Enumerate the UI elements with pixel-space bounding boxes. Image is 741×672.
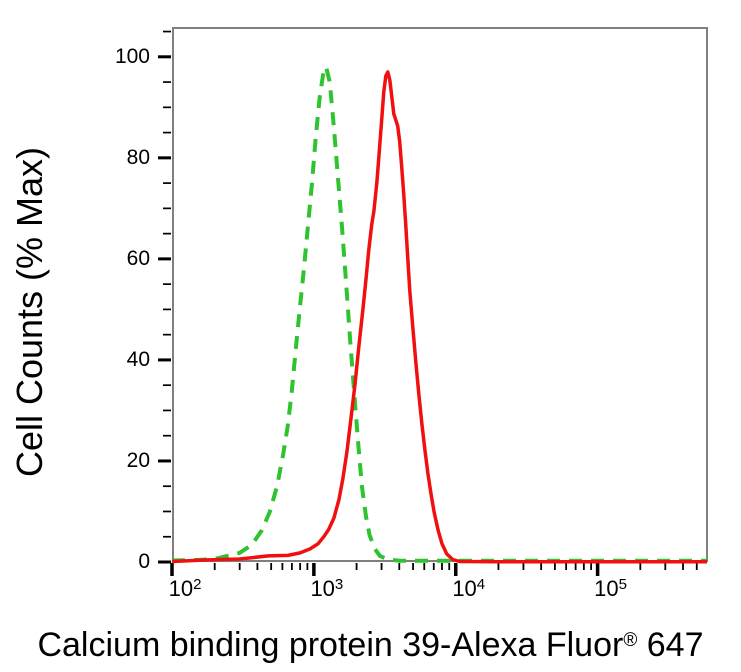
- y-axis-title: Cell Counts (% Max): [9, 146, 50, 478]
- y-tick-label: 40: [126, 347, 150, 371]
- plot-frame: [172, 27, 708, 562]
- x-axis-title-suffix: 647: [637, 626, 704, 664]
- y-tick-label: 100: [114, 44, 150, 68]
- y-tick-label: 20: [126, 448, 150, 472]
- y-tick-label: 80: [126, 145, 150, 169]
- x-tick-label: 102: [168, 576, 202, 601]
- x-tick-label: 103: [310, 576, 344, 601]
- red-solid-sample-curve: [171, 70, 707, 564]
- y-tick-label: 60: [126, 246, 150, 270]
- x-tick-label: 104: [452, 576, 486, 601]
- registered-trademark-symbol: ®: [623, 630, 638, 651]
- green-dashed-control-curve: [171, 64, 707, 563]
- x-tick-label: 105: [594, 576, 628, 601]
- y-tick-label: 0: [138, 550, 150, 573]
- x-axis-title: Calcium binding protein 39-Alexa Fluor® …: [0, 626, 741, 665]
- x-axis-title-text: Calcium binding protein 39-Alexa Fluor: [37, 626, 624, 664]
- plot-area: [158, 27, 708, 576]
